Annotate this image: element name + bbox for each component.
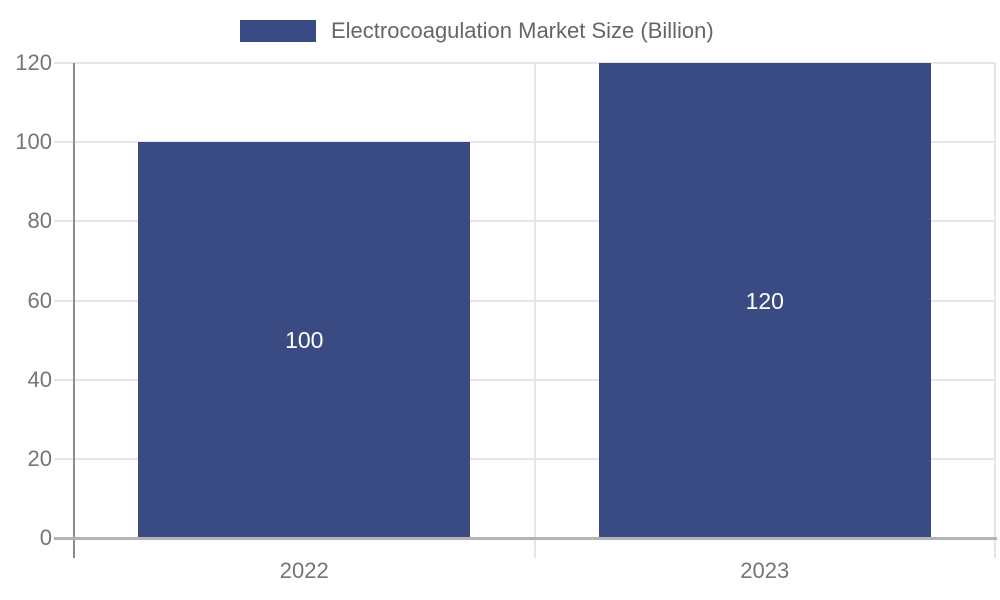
x-axis-line <box>54 537 997 540</box>
x-tick-label: 2022 <box>279 558 329 583</box>
bar-2023: 120 <box>598 63 931 538</box>
y-gridline <box>54 62 995 64</box>
y-axis-line <box>73 63 75 558</box>
legend-label: Electrocoagulation Market Size (Billion) <box>331 18 714 43</box>
y-gridline <box>54 220 995 223</box>
y-tick-label: 80 <box>27 208 52 234</box>
x-gridline <box>994 63 996 558</box>
y-tick-label: 0 <box>39 525 52 550</box>
legend[interactable]: Electrocoagulation Market Size (Billion) <box>240 17 714 45</box>
y-tick-label: 60 <box>27 287 52 313</box>
bar-2022: 100 <box>138 142 471 538</box>
y-gridline <box>54 141 995 144</box>
y-tick-label: 100 <box>15 129 52 155</box>
bar-value-label: 120 <box>745 287 784 314</box>
y-gridline <box>54 299 995 302</box>
bar-value-label: 100 <box>285 327 324 354</box>
y-tick-label: 120 <box>15 50 52 75</box>
legend-swatch <box>240 20 316 42</box>
y-gridline <box>54 457 995 460</box>
y-tick-label: 20 <box>27 445 52 471</box>
x-tick-label: 2023 <box>740 558 790 583</box>
y-gridline <box>54 378 995 381</box>
x-gridline <box>533 63 536 558</box>
y-tick-label: 40 <box>27 366 52 392</box>
